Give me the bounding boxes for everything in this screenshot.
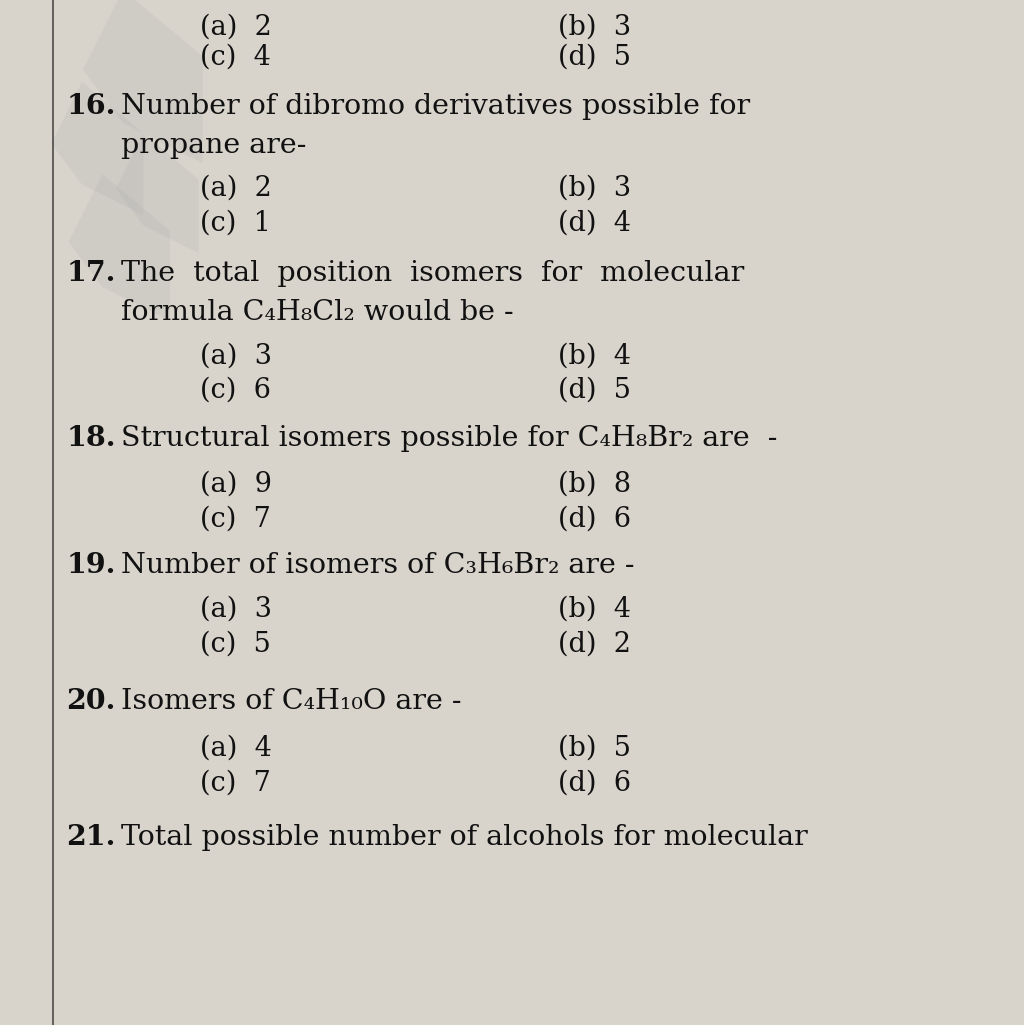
Text: (a)  9: (a) 9 — [200, 470, 271, 497]
Polygon shape — [69, 174, 170, 321]
Polygon shape — [51, 82, 143, 215]
Text: Structural isomers possible for C₄H₈Br₂ are  -: Structural isomers possible for C₄H₈Br₂ … — [121, 425, 777, 452]
Text: (b)  5: (b) 5 — [558, 735, 631, 762]
Text: 20.: 20. — [67, 688, 116, 714]
Text: 16.: 16. — [67, 93, 116, 120]
Polygon shape — [116, 133, 199, 253]
Text: (a)  2: (a) 2 — [200, 175, 271, 202]
Polygon shape — [83, 0, 203, 163]
Text: 21.: 21. — [67, 824, 116, 851]
Text: Number of isomers of C₃H₆Br₂ are -: Number of isomers of C₃H₆Br₂ are - — [121, 552, 634, 579]
Text: 17.: 17. — [67, 260, 116, 287]
Text: 19.: 19. — [67, 552, 116, 579]
Text: (c)  1: (c) 1 — [200, 210, 270, 237]
Text: (c)  6: (c) 6 — [200, 377, 270, 404]
Text: (a)  2: (a) 2 — [200, 13, 271, 40]
Text: (d)  4: (d) 4 — [558, 210, 631, 237]
Text: propane are-: propane are- — [121, 132, 306, 159]
Text: (b)  4: (b) 4 — [558, 596, 631, 622]
Text: (d)  5: (d) 5 — [558, 377, 631, 404]
Text: The  total  position  isomers  for  molecular: The total position isomers for molecular — [121, 260, 744, 287]
Text: (b)  8: (b) 8 — [558, 470, 631, 497]
Text: (d)  6: (d) 6 — [558, 770, 631, 796]
Text: (a)  3: (a) 3 — [200, 342, 271, 369]
Text: (b)  4: (b) 4 — [558, 342, 631, 369]
Text: (a)  3: (a) 3 — [200, 596, 271, 622]
Text: (d)  2: (d) 2 — [558, 630, 631, 657]
Text: (d)  6: (d) 6 — [558, 505, 631, 532]
Text: (c)  5: (c) 5 — [200, 630, 270, 657]
Text: (d)  5: (d) 5 — [558, 44, 631, 71]
Text: formula C₄H₈Cl₂ would be -: formula C₄H₈Cl₂ would be - — [121, 299, 513, 326]
Text: 18.: 18. — [67, 425, 116, 452]
Text: (c)  7: (c) 7 — [200, 505, 270, 532]
Text: (b)  3: (b) 3 — [558, 13, 631, 40]
Text: Number of dibromo derivatives possible for: Number of dibromo derivatives possible f… — [121, 93, 750, 120]
Text: Total possible number of alcohols for molecular: Total possible number of alcohols for mo… — [121, 824, 808, 851]
Text: Isomers of C₄H₁₀O are -: Isomers of C₄H₁₀O are - — [121, 688, 462, 714]
Text: (b)  3: (b) 3 — [558, 175, 631, 202]
Text: (a)  4: (a) 4 — [200, 735, 271, 762]
Text: (c)  4: (c) 4 — [200, 44, 270, 71]
Text: (c)  7: (c) 7 — [200, 770, 270, 796]
